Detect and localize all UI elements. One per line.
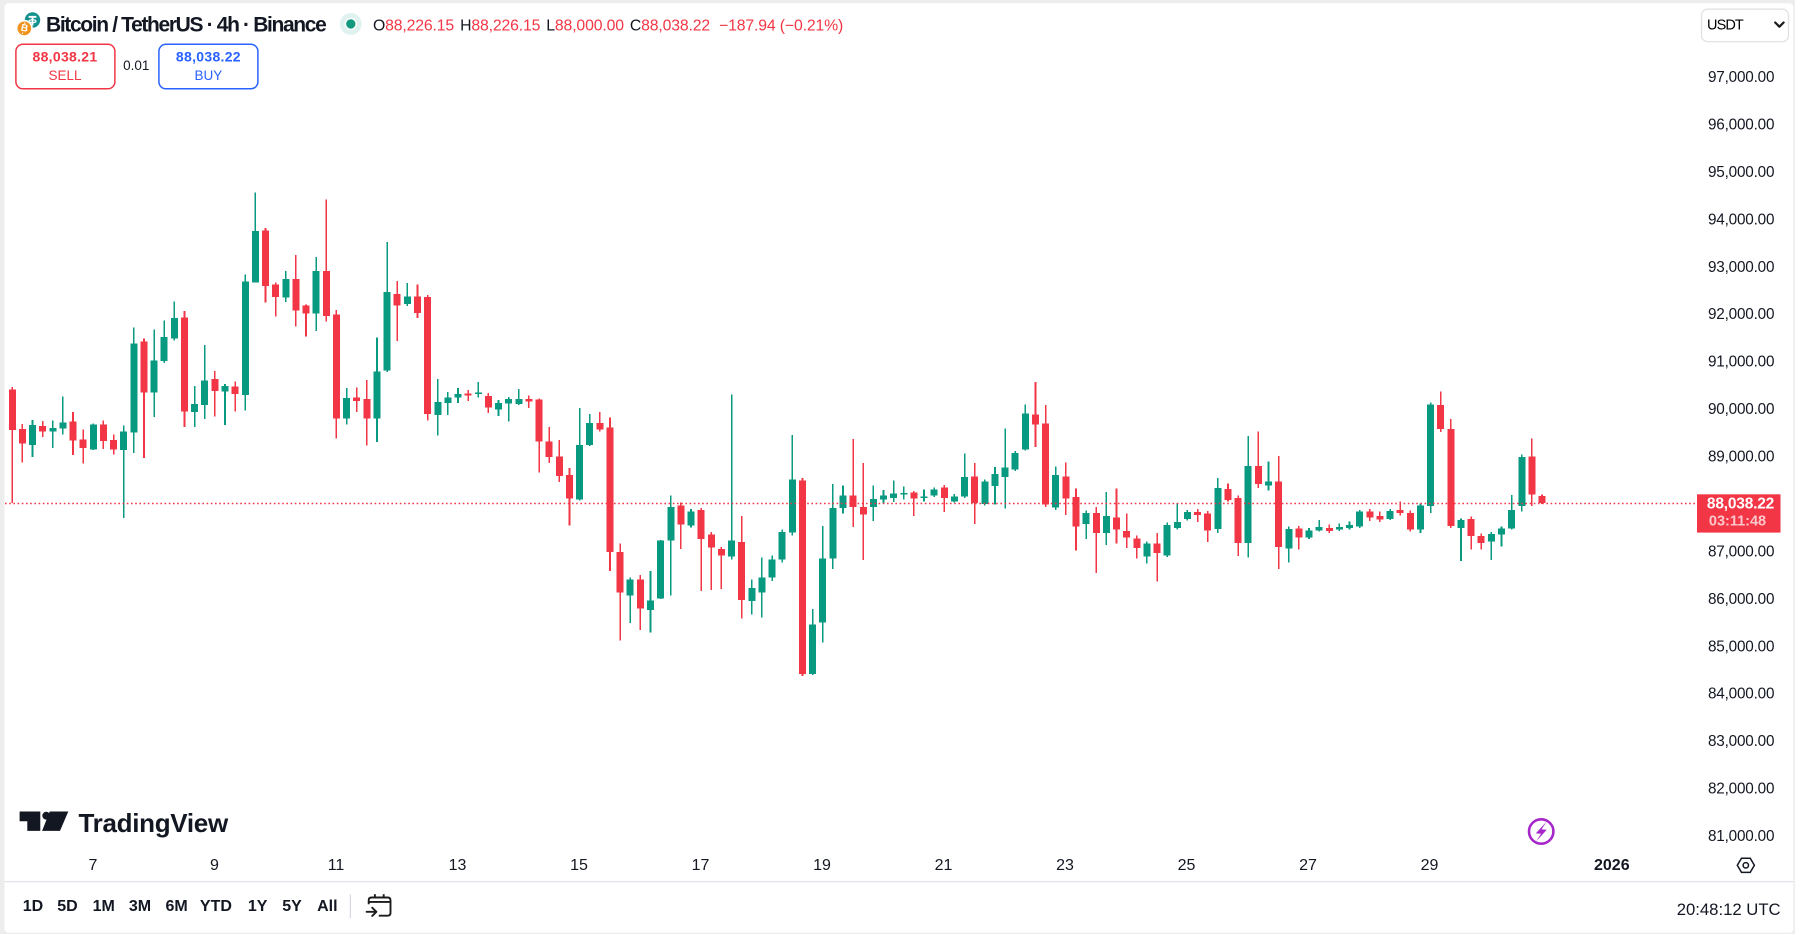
svg-text:88,038.22: 88,038.22: [176, 48, 241, 64]
svg-text:1D: 1D: [23, 898, 43, 915]
svg-text:B: B: [20, 23, 30, 35]
svg-text:SELL: SELL: [48, 68, 82, 83]
svg-text:6M: 6M: [165, 898, 187, 915]
svg-text:93,000.00: 93,000.00: [1708, 259, 1774, 276]
svg-text:83,000.00: 83,000.00: [1708, 733, 1774, 750]
svg-text:All: All: [317, 898, 337, 915]
svg-text:20:48:12 UTC: 20:48:12 UTC: [1677, 900, 1781, 919]
svg-text:15: 15: [570, 857, 588, 874]
svg-text:17: 17: [692, 857, 710, 874]
svg-text:88,038.22: 88,038.22: [1707, 495, 1774, 512]
svg-text:82,000.00: 82,000.00: [1708, 781, 1774, 798]
svg-text:90,000.00: 90,000.00: [1708, 401, 1774, 418]
svg-text:92,000.00: 92,000.00: [1708, 306, 1774, 323]
svg-text:03:11:48: 03:11:48: [1709, 513, 1766, 529]
svg-text:29: 29: [1421, 857, 1439, 874]
svg-text:TradingView: TradingView: [79, 808, 229, 838]
svg-text:1Y: 1Y: [248, 898, 268, 915]
svg-text:84,000.00: 84,000.00: [1708, 686, 1774, 703]
svg-text:5D: 5D: [57, 898, 77, 915]
svg-text:0.01: 0.01: [123, 58, 149, 73]
svg-text:88,038.21: 88,038.21: [33, 48, 98, 64]
svg-text:2026: 2026: [1594, 857, 1630, 874]
svg-text:11: 11: [328, 857, 345, 874]
svg-text:YTD: YTD: [200, 898, 232, 915]
svg-text:5Y: 5Y: [282, 898, 302, 915]
svg-text:19: 19: [813, 857, 831, 874]
svg-text:96,000.00: 96,000.00: [1708, 116, 1774, 133]
svg-text:25: 25: [1178, 857, 1196, 874]
svg-text:89,000.00: 89,000.00: [1708, 449, 1774, 466]
svg-text:21: 21: [935, 857, 953, 874]
svg-text:95,000.00: 95,000.00: [1708, 164, 1774, 181]
svg-text:9: 9: [210, 857, 219, 874]
svg-text:81,000.00: 81,000.00: [1708, 828, 1774, 845]
svg-text:13: 13: [449, 857, 467, 874]
svg-text:27: 27: [1299, 857, 1317, 874]
svg-text:Bitcoin / TetherUS · 4h · Bina: Bitcoin / TetherUS · 4h · Binance: [46, 14, 326, 37]
svg-text:BUY: BUY: [195, 68, 223, 83]
svg-text:85,000.00: 85,000.00: [1708, 638, 1774, 655]
svg-text:1M: 1M: [93, 898, 115, 915]
svg-text:94,000.00: 94,000.00: [1708, 211, 1774, 228]
svg-text:91,000.00: 91,000.00: [1708, 354, 1774, 371]
svg-text:3M: 3M: [129, 898, 151, 915]
svg-text:86,000.00: 86,000.00: [1708, 591, 1774, 608]
svg-text:97,000.00: 97,000.00: [1708, 69, 1774, 86]
svg-text:USDT: USDT: [1707, 18, 1744, 34]
svg-text:87,000.00: 87,000.00: [1708, 543, 1774, 560]
svg-text:7: 7: [89, 857, 98, 874]
svg-text:23: 23: [1056, 857, 1074, 874]
